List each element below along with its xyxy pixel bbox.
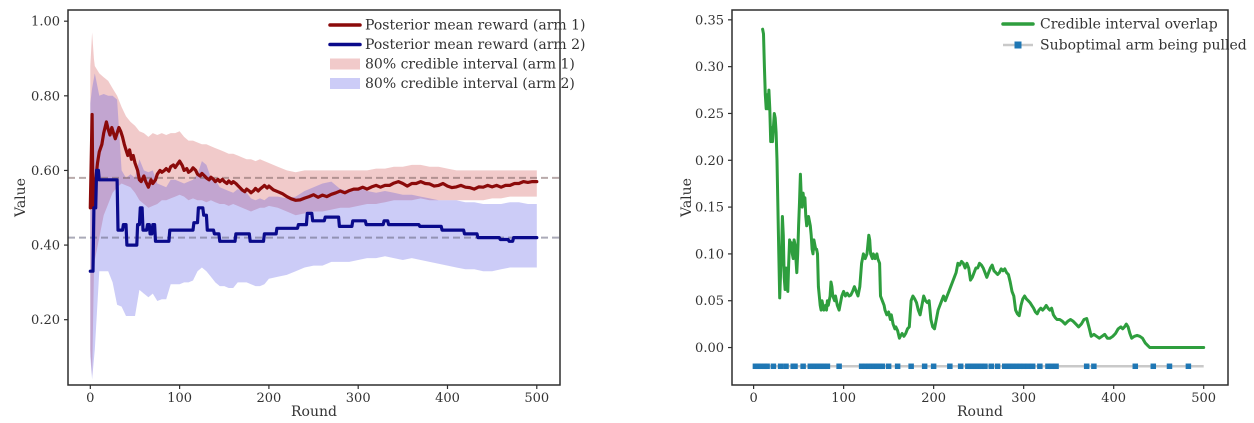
plot-frame [67,9,561,386]
series-suboptimal-arm-being-pulled-marker [783,363,789,370]
y-axis-tick-label: 1.00 [31,15,60,30]
legend-entry-suboptimal-arm-being-pulled: Suboptimal arm being pulled [1003,38,1247,54]
legend-label: 80% credible interval (arm 2) [365,76,575,92]
y-axis-tick-label: 0.10 [695,247,724,262]
series-suboptimal-arm-being-pulled-marker [764,363,770,370]
x-axis-tick-label: 100 [167,391,192,406]
y-axis-tick-label: 0.60 [31,164,60,179]
series-suboptimal-arm-being-pulled-marker [862,363,868,370]
series-suboptimal-arm-being-pulled-marker [1150,363,1157,370]
series-suboptimal-arm-being-pulled-marker [885,363,892,370]
y-axis-tick-label: 0.40 [31,239,60,254]
legend-entry-posterior-mean-reward-arm-2: Posterior mean reward (arm 2) [328,37,586,53]
x-axis-tick-label: 300 [346,391,371,406]
posterior-chart: 0 100 200 300 400 500 0.20 0.40 0.60 0.80 1.00 Roun… [13,9,586,420]
series-suboptimal-arm-being-pulled-marker [1029,363,1036,370]
x-axis-label: Round [291,404,337,420]
legend-entry-80-credible-interval-arm-2: 80% credible interval (arm 2) [330,76,575,92]
x-axis-tick-label: 500 [524,391,549,406]
series-suboptimal-arm-being-pulled-marker [1132,363,1139,370]
y-axis-tick-label: 0.30 [695,60,724,75]
series-posterior-mean-reward-arm-2 [88,168,539,273]
y-axis-tick-label: 0.80 [31,89,60,104]
series-suboptimal-arm-being-pulled-marker [982,363,988,370]
series-suboptimal-arm-being-pulled-marker [978,363,985,370]
series-80-credible-interval-arm-1 [90,32,537,376]
legend-label: 80% credible interval (arm 1) [365,57,575,73]
series-suboptimal-arm-being-pulled-marker [1091,363,1097,370]
x-axis-tick-label: 400 [1101,391,1126,406]
x-axis-tick-label: 200 [256,391,281,406]
series-suboptimal-arm-being-pulled-marker [988,363,995,370]
legend-entry-posterior-mean-reward-arm-1: Posterior mean reward (arm 1) [328,18,586,34]
x-axis-tick-label: 500 [1191,391,1216,406]
y-axis-tick-label: 0.05 [695,294,724,309]
series-suboptimal-arm-being-pulled-marker [1020,363,1027,370]
series-suboptimal-arm-being-pulled-marker [792,363,798,370]
series-suboptimal-arm-being-pulled-marker [1010,363,1016,370]
series-suboptimal-arm-being-pulled-marker [858,363,865,370]
posterior-mean-reward-chart: 0 100 200 300 400 500 0.20 0.40 0.60 0.80 1.00 Roun… [13,9,586,420]
y-axis-tick-label: 0.00 [695,341,724,356]
series-suboptimal-arm-being-pulled-marker [1083,363,1090,370]
overlap-chart: 0 100 200 300 400 500 0.00 0.05 0.10 0.15 0.20 0.25… [679,9,1247,420]
series-suboptimal-arm-being-pulled-marker [1166,363,1173,370]
y-axis-label: Value [13,178,29,218]
series-suboptimal-arm-being-pulled-marker [824,363,831,370]
x-axis-tick-label: 400 [435,391,460,406]
series-suboptimal-arm-being-pulled-marker [930,363,937,370]
series-posterior-mean-reward-arm-1 [88,112,539,210]
x-axis-tick-label: 0 [749,391,757,406]
y-axis-tick-label: 0.20 [31,313,60,328]
y-axis-tick-label: 0.35 [695,13,724,28]
series-suboptimal-arm-being-pulled-marker [821,363,827,370]
series-suboptimal-arm-being-pulled-marker [1053,363,1059,370]
series-suboptimal-arm-being-pulled-marker [957,363,964,370]
legend-label: Posterior mean reward (arm 2) [365,37,586,53]
credible-interval-overlap-chart: 0 100 200 300 400 500 0.00 0.05 0.10 0.15 0.20 0.25… [630,0,1254,423]
series-suboptimal-arm-being-pulled-marker [800,363,806,370]
x-axis-tick-label: 200 [921,391,946,406]
plot-frame [731,9,1229,386]
series-suboptimal-arm-being-pulled-marker [1045,363,1051,370]
series-suboptimal-arm-being-pulled-marker [758,363,764,370]
series-suboptimal-arm-being-pulled-marker [1013,363,1020,370]
legend-patch-swatch [330,58,360,70]
y-axis-tick-label: 0.20 [695,154,724,169]
x-axis-tick-label: 300 [1011,391,1036,406]
series-suboptimal-arm-being-pulled-marker [947,363,953,370]
series-suboptimal-arm-being-pulled-marker [770,363,777,370]
legend-label: Credible interval overlap [1040,17,1218,33]
series-suboptimal-arm-being-pulled-marker [921,363,928,370]
legend-entry-credible-interval-overlap: Credible interval overlap [1001,17,1218,33]
legend-entry-80-credible-interval-arm-1: 80% credible interval (arm 1) [330,57,575,73]
y-axis-tick-label: 0.15 [695,201,724,216]
y-axis-label: Value [679,178,695,218]
x-axis-tick-label: 100 [831,391,856,406]
y-axis-tick-label: 0.25 [695,107,724,122]
series-80-credible-interval-arm-2 [90,73,537,380]
series-suboptimal-arm-being-pulled-marker [1048,363,1055,370]
series-suboptimal-arm-being-pulled-marker [777,363,784,370]
legend-label: Suboptimal arm being pulled [1040,38,1247,54]
series-suboptimal-arm-being-pulled-marker [908,363,914,370]
series-suboptimal-arm-being-pulled-marker [1017,363,1023,370]
series-suboptimal-arm-being-pulled-marker [994,363,1001,370]
series-suboptimal-arm-being-pulled-marker [1037,363,1043,370]
legend-patch-swatch [330,78,360,89]
x-axis-tick-label: 0 [86,391,94,406]
legend-marker-swatch [1014,41,1022,49]
x-axis-label: Round [957,404,1003,420]
series-suboptimal-arm-being-pulled-marker [894,363,901,370]
legend-label: Posterior mean reward (arm 1) [365,18,586,34]
series-suboptimal-arm-being-pulled-marker [1185,363,1192,370]
series-suboptimal-arm-being-pulled-marker [879,363,886,370]
series-credible-interval-overlap [761,27,1206,349]
series-suboptimal-arm-being-pulled-marker [1025,363,1031,370]
series-suboptimal-arm-being-pulled-marker [836,363,842,370]
